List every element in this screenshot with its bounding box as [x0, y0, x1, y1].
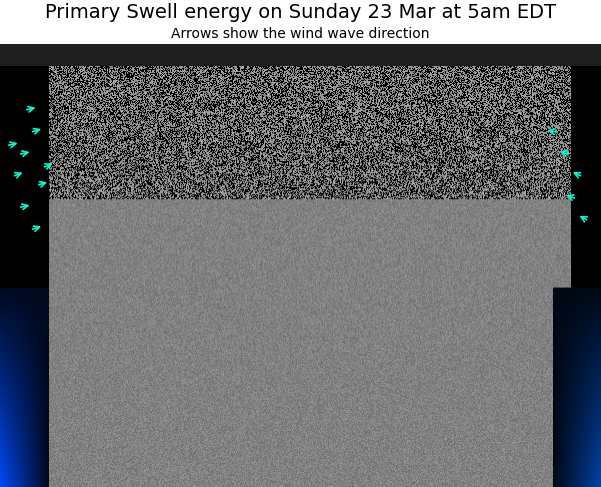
Text: Primary Swell energy on Sunday 23 Mar at 5am EDT: Primary Swell energy on Sunday 23 Mar at… [45, 3, 556, 22]
Text: Arrows show the wind wave direction: Arrows show the wind wave direction [171, 27, 430, 41]
